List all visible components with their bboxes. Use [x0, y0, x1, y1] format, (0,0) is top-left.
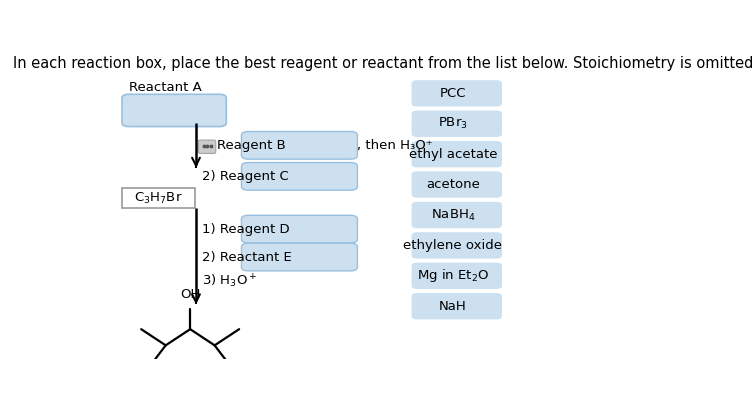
Text: 1) Reagent D: 1) Reagent D [202, 222, 290, 236]
FancyBboxPatch shape [241, 131, 357, 159]
FancyBboxPatch shape [241, 215, 357, 243]
Text: PBr$_3$: PBr$_3$ [438, 116, 468, 131]
FancyBboxPatch shape [411, 263, 502, 289]
Bar [122, 188, 195, 208]
Text: ethylene oxide: ethylene oxide [403, 239, 502, 252]
Text: ethyl acetate: ethyl acetate [408, 147, 497, 161]
FancyBboxPatch shape [122, 94, 226, 127]
Text: $\mathregular{C_3H_7Br}$: $\mathregular{C_3H_7Br}$ [134, 191, 183, 206]
Text: In each reaction box, place the best reagent or reactant from the list below. St: In each reaction box, place the best rea… [13, 56, 752, 71]
Text: acetone: acetone [426, 178, 480, 191]
Text: NaH: NaH [439, 300, 467, 313]
FancyBboxPatch shape [199, 140, 216, 154]
FancyBboxPatch shape [411, 141, 502, 167]
FancyBboxPatch shape [411, 110, 502, 137]
FancyBboxPatch shape [241, 162, 357, 190]
Text: Mg in Et$_2$O: Mg in Et$_2$O [417, 267, 489, 285]
FancyBboxPatch shape [241, 243, 357, 271]
FancyBboxPatch shape [411, 80, 502, 106]
Text: NaBH$_4$: NaBH$_4$ [431, 208, 475, 222]
Text: PCC: PCC [440, 87, 466, 100]
Text: 2) Reagent C: 2) Reagent C [202, 170, 289, 183]
FancyBboxPatch shape [411, 232, 502, 259]
FancyBboxPatch shape [411, 171, 502, 198]
Text: 2) Reactant E: 2) Reactant E [202, 251, 292, 264]
Text: Reagent B: Reagent B [217, 139, 286, 152]
Text: OH: OH [180, 288, 201, 301]
FancyBboxPatch shape [411, 293, 502, 320]
Text: , then H₃O⁺: , then H₃O⁺ [357, 139, 433, 152]
Text: 3) H$_3$O$^+$: 3) H$_3$O$^+$ [202, 273, 257, 291]
FancyBboxPatch shape [411, 202, 502, 228]
Text: Reactant A: Reactant A [129, 81, 202, 94]
